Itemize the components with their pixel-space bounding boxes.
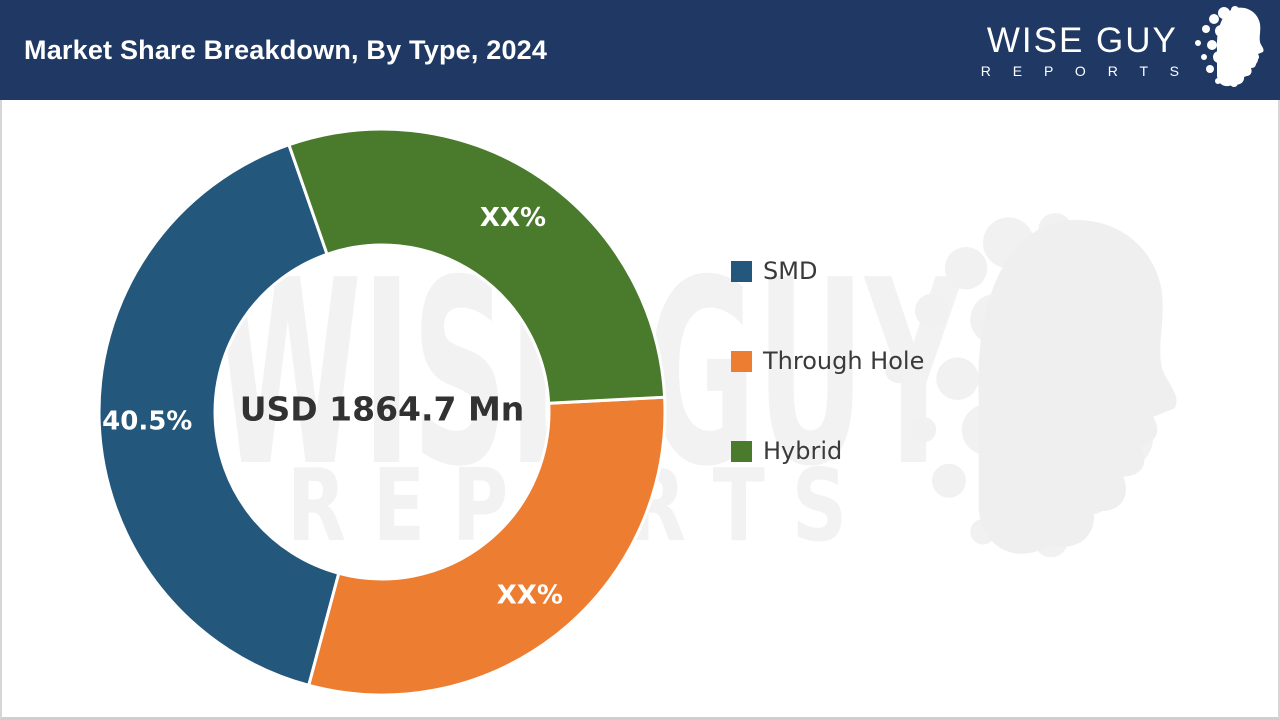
segment-value-label-hybrid: XX% (480, 203, 546, 233)
legend-item-hybrid: Hybrid (731, 439, 924, 463)
donut-segment-through-hole (306, 395, 667, 697)
legend-swatch-smd (731, 260, 752, 282)
legend-swatch-through-hole (731, 350, 752, 372)
page-title: Market Share Breakdown, By Type, 2024 (24, 34, 548, 65)
logo-face-icon (1195, 6, 1264, 87)
donut-segment-hybrid (287, 127, 667, 405)
chart-center-value: USD 1864.7 Mn (239, 389, 525, 429)
logo-subtitle: R E P O R T S (980, 63, 1188, 79)
segment-value-label-through-hole: XX% (497, 581, 563, 611)
logo-text: WISE GUY R E P O R T S (977, 21, 1188, 79)
legend-label-hybrid: Hybrid (763, 437, 843, 465)
segment-value-label-smd: 40.5% (102, 407, 192, 437)
chart-legend: SMD Through Hole Hybrid (731, 259, 924, 463)
logo-brand: WISE GUY (986, 21, 1178, 60)
legend-item-through-hole: Through Hole (731, 349, 924, 373)
wiseguy-logo: WISE GUY R E P O R T S (977, 5, 1280, 95)
legend-label-smd: SMD (763, 257, 818, 285)
header-bar: Market Share Breakdown, By Type, 2024 WI… (0, 0, 1280, 100)
donut-segment-smd (97, 142, 341, 688)
legend-label-through-hole: Through Hole (763, 347, 925, 375)
legend-item-smd: SMD (731, 259, 924, 283)
legend-swatch-hybrid (731, 440, 752, 462)
